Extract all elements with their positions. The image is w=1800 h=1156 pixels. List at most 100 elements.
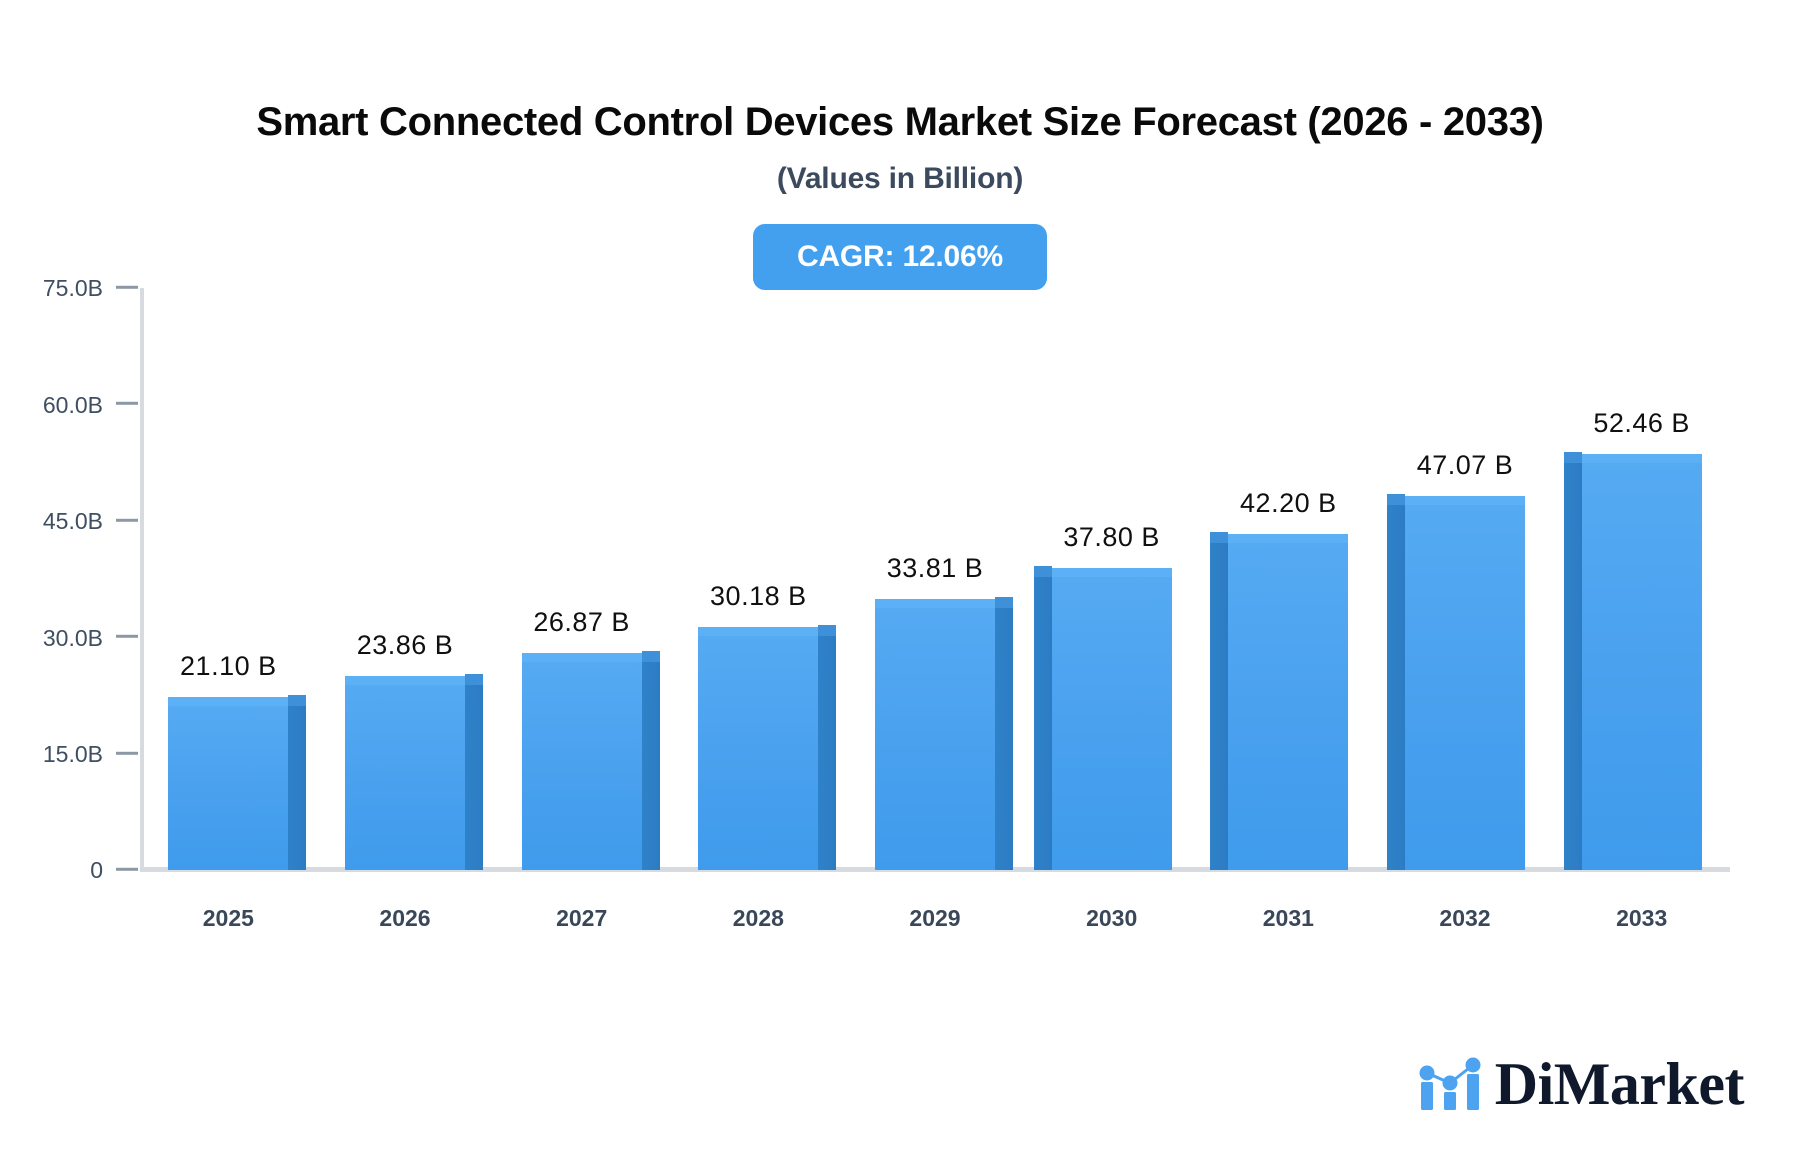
x-axis-labels: 2025 2026 2027 2028 2029 2030 2031 2032 2033	[140, 905, 1730, 945]
chart-header: Smart Connected Control Devices Market S…	[0, 0, 1800, 290]
bar-front-face	[698, 626, 819, 870]
bar-top-bevel	[818, 624, 837, 636]
bar-top-face	[1051, 567, 1172, 577]
bar-3d-shape[interactable]	[344, 673, 484, 870]
bar-value-label: 47.07 B	[1416, 449, 1514, 480]
bar-3d-shape[interactable]	[521, 650, 660, 870]
bar-front-face	[1228, 533, 1349, 870]
bar-front-face	[168, 697, 289, 870]
bar-front-face	[1051, 567, 1172, 870]
bar-top-bevel	[1563, 451, 1582, 463]
bar-column[interactable]: 23.86 B	[344, 288, 484, 870]
bar-side-face	[465, 675, 484, 870]
bar-column[interactable]: 52.46 B	[1563, 288, 1702, 870]
x-axis-label: 2029	[909, 905, 961, 931]
y-axis-tick-label: 0	[90, 857, 103, 884]
bar-3d-shape[interactable]	[1210, 531, 1349, 870]
bar-top-bevel	[1386, 493, 1405, 505]
bar-column[interactable]: 30.18 B	[698, 288, 837, 870]
chart-container: Smart Connected Control Devices Market S…	[0, 0, 1800, 1114]
bar-3d-shape[interactable]	[698, 624, 837, 870]
cagr-badge: CAGR: 12.06%	[752, 224, 1047, 290]
bar-column[interactable]: 37.80 B	[1033, 288, 1172, 870]
bar-value-label: 30.18 B	[710, 580, 807, 611]
y-axis-tick-mark	[116, 402, 138, 406]
bar-top-bevel	[288, 695, 307, 707]
x-axis-label: 2028	[732, 905, 784, 931]
bar-value-label: 21.10 B	[180, 651, 277, 682]
bar-column[interactable]: 47.07 B	[1386, 288, 1526, 870]
y-axis-tick-mark	[116, 518, 138, 522]
bar-top-face	[344, 675, 466, 685]
y-axis-tick: 0	[0, 856, 138, 884]
bar-side-face	[641, 652, 660, 870]
y-axis-tick-label: 15.0B	[42, 740, 103, 767]
y-axis-tick-mark	[116, 634, 138, 638]
bar-side-face	[995, 598, 1014, 870]
y-axis-tick-label: 45.0B	[42, 508, 103, 535]
bar-side-face	[1210, 533, 1229, 870]
bar-value-label: 52.46 B	[1593, 407, 1690, 438]
bar-value-label: 33.81 B	[886, 552, 984, 583]
bar-top-face	[1404, 495, 1526, 505]
bar-side-face	[1033, 567, 1052, 870]
bar-value-label: 23.86 B	[356, 629, 454, 660]
x-axis-label: 2025	[202, 905, 254, 931]
bar-side-face	[818, 626, 837, 870]
bar-front-face	[521, 652, 642, 870]
x-axis-label: 2026	[379, 905, 431, 931]
bar-column[interactable]: 21.10 B	[168, 288, 307, 870]
plot-area: 0 15.0B 30.0B 45.0B 60.0B 75.0B 21.10 B 23.86 …	[0, 270, 1800, 920]
bar-3d-shape[interactable]	[874, 596, 1014, 870]
bar-top-face	[1228, 533, 1349, 543]
y-axis-tick-mark	[116, 867, 138, 871]
bar-value-label: 26.87 B	[533, 606, 630, 637]
y-axis-tick: 60.0B	[0, 390, 138, 418]
y-axis-tick-mark	[116, 285, 138, 289]
bar-front-face	[1581, 453, 1702, 870]
bar-top-bevel	[641, 650, 660, 662]
bar-3d-shape[interactable]	[1563, 451, 1702, 870]
bar-top-face	[1581, 453, 1702, 463]
x-axis-label: 2030	[1086, 905, 1138, 931]
bar-3d-shape[interactable]	[168, 695, 307, 870]
bar-side-face	[1563, 453, 1582, 870]
brand-name: DiMarket	[1494, 1051, 1745, 1117]
bar-chart-trend-icon	[1419, 1057, 1481, 1110]
bar-series: 21.10 B 23.86 B 26.87 B 30.18 B 33.81 B 37.80…	[140, 288, 1730, 870]
chart-subtitle: (Values in Billion)	[776, 162, 1024, 195]
y-axis-tick: 15.0B	[0, 739, 138, 767]
bar-front-face	[874, 598, 996, 870]
y-axis-line	[140, 288, 144, 870]
x-axis-label: 2032	[1439, 905, 1491, 931]
bar-3d-shape[interactable]	[1386, 493, 1526, 870]
bar-top-bevel	[1033, 565, 1052, 577]
y-axis-tick: 75.0B	[0, 274, 138, 302]
bar-3d-shape[interactable]	[1033, 565, 1172, 870]
bar-value-label: 37.80 B	[1063, 521, 1160, 552]
bar-front-face	[1404, 495, 1526, 870]
y-axis-tick-label: 60.0B	[42, 391, 103, 418]
y-axis-tick-label: 75.0B	[42, 275, 103, 302]
y-axis-tick: 45.0B	[0, 507, 138, 535]
x-axis-label: 2031	[1262, 905, 1314, 931]
bar-top-face	[874, 598, 996, 608]
cagr-badge-wrapper: CAGR: 12.06%	[0, 224, 1800, 290]
bar-side-face	[1386, 495, 1405, 870]
brand-logo: DiMarket	[1419, 1051, 1745, 1117]
bar-column[interactable]: 33.81 B	[874, 288, 1014, 870]
bar-top-bevel	[465, 673, 484, 685]
bar-top-bevel	[1210, 531, 1229, 543]
bar-top-bevel	[995, 596, 1014, 608]
x-axis-label: 2033	[1616, 905, 1668, 931]
page-title: Smart Connected Control Devices Market S…	[256, 100, 1544, 144]
bar-front-face	[344, 675, 466, 870]
bar-top-face	[521, 652, 642, 662]
bar-value-label: 42.20 B	[1240, 487, 1337, 518]
y-axis-tick-label: 30.0B	[42, 624, 103, 651]
bar-top-face	[698, 626, 819, 636]
bar-column[interactable]: 42.20 B	[1210, 288, 1349, 870]
y-axis-tick: 30.0B	[0, 623, 138, 651]
bar-side-face	[288, 697, 307, 870]
bar-column[interactable]: 26.87 B	[521, 288, 660, 870]
